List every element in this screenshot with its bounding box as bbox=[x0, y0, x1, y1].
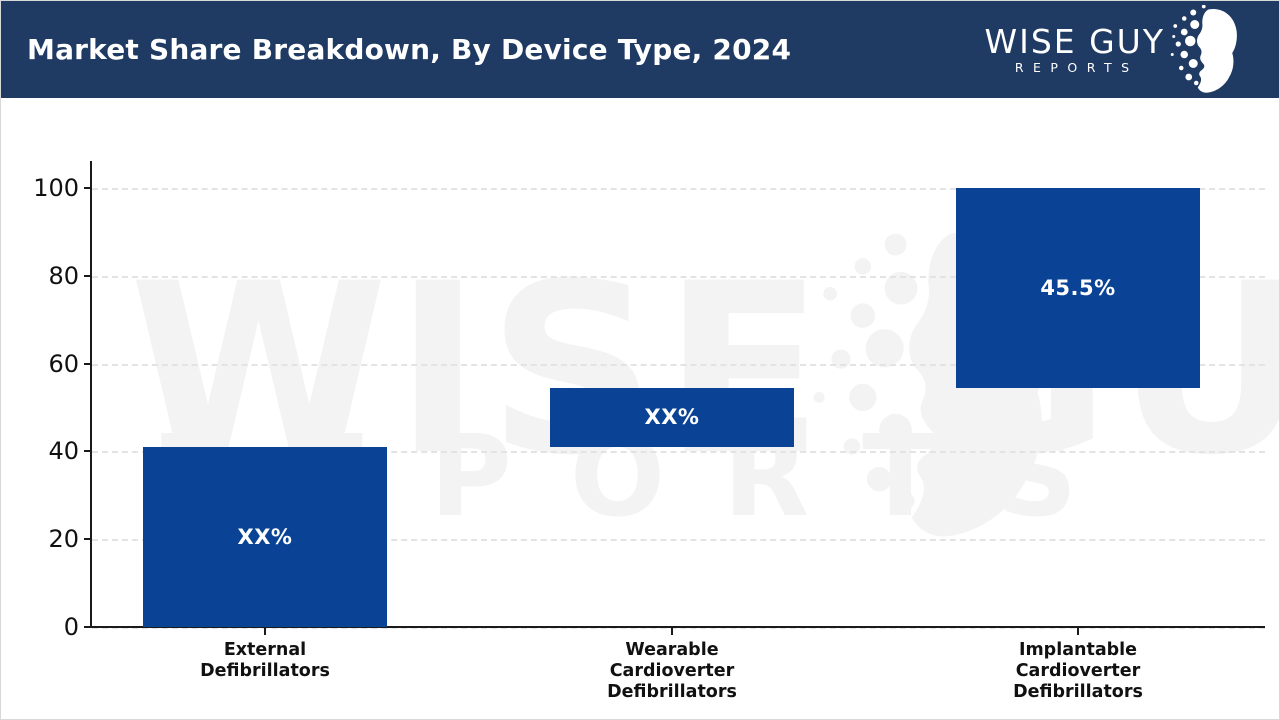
y-tick-label: 100 bbox=[33, 174, 79, 202]
y-tick-mark bbox=[84, 362, 91, 365]
x-tick-mark bbox=[1077, 628, 1079, 635]
gridline bbox=[92, 539, 1265, 542]
x-tick-mark bbox=[671, 628, 673, 635]
y-tick-mark bbox=[84, 274, 91, 277]
x-category-label: Implantable Cardioverter Defibrillators bbox=[1013, 640, 1143, 702]
y-tick-label: 40 bbox=[48, 437, 79, 466]
gridline bbox=[92, 451, 1265, 454]
y-tick-mark bbox=[84, 187, 91, 189]
bar-value-label: 45.5% bbox=[1040, 275, 1116, 300]
y-tick-label: 0 bbox=[63, 613, 79, 641]
gridline bbox=[92, 363, 1265, 366]
x-tick-mark bbox=[264, 628, 266, 635]
gridline bbox=[92, 275, 1265, 278]
bar-implantable-cardioverter-defibrillators: 45.5% bbox=[956, 188, 1200, 388]
bar-wearable-cardioverter-defibrillators: XX% bbox=[550, 387, 794, 447]
y-tick-label: 20 bbox=[48, 525, 79, 554]
y-axis-line bbox=[90, 161, 92, 628]
bar-value-label: XX% bbox=[644, 405, 700, 430]
y-tick-label: 80 bbox=[48, 261, 79, 290]
wiseguy-logo: WISE GUY REPORTS bbox=[984, 1, 1255, 98]
x-category-label: External Defibrillators bbox=[200, 640, 330, 681]
face-profile-icon bbox=[1170, 4, 1237, 93]
y-tick-mark bbox=[84, 450, 91, 453]
x-axis-line bbox=[90, 626, 1265, 628]
page-title: Market Share Breakdown, By Device Type, … bbox=[27, 33, 792, 66]
y-tick-label: 60 bbox=[48, 349, 79, 378]
y-tick-mark bbox=[84, 626, 91, 628]
logo-wordmark: WISE GUY bbox=[984, 21, 1165, 61]
bar-value-label: XX% bbox=[237, 524, 293, 549]
gridline bbox=[92, 627, 1265, 629]
x-category-label: Wearable Cardioverter Defibrillators bbox=[607, 640, 737, 702]
logo-subtext: REPORTS bbox=[1014, 59, 1139, 75]
gridline bbox=[92, 188, 1265, 190]
header-bar: Market Share Breakdown, By Device Type, … bbox=[1, 1, 1279, 98]
y-tick-mark bbox=[84, 538, 91, 541]
bar-external-defibrillators: XX% bbox=[143, 447, 387, 627]
